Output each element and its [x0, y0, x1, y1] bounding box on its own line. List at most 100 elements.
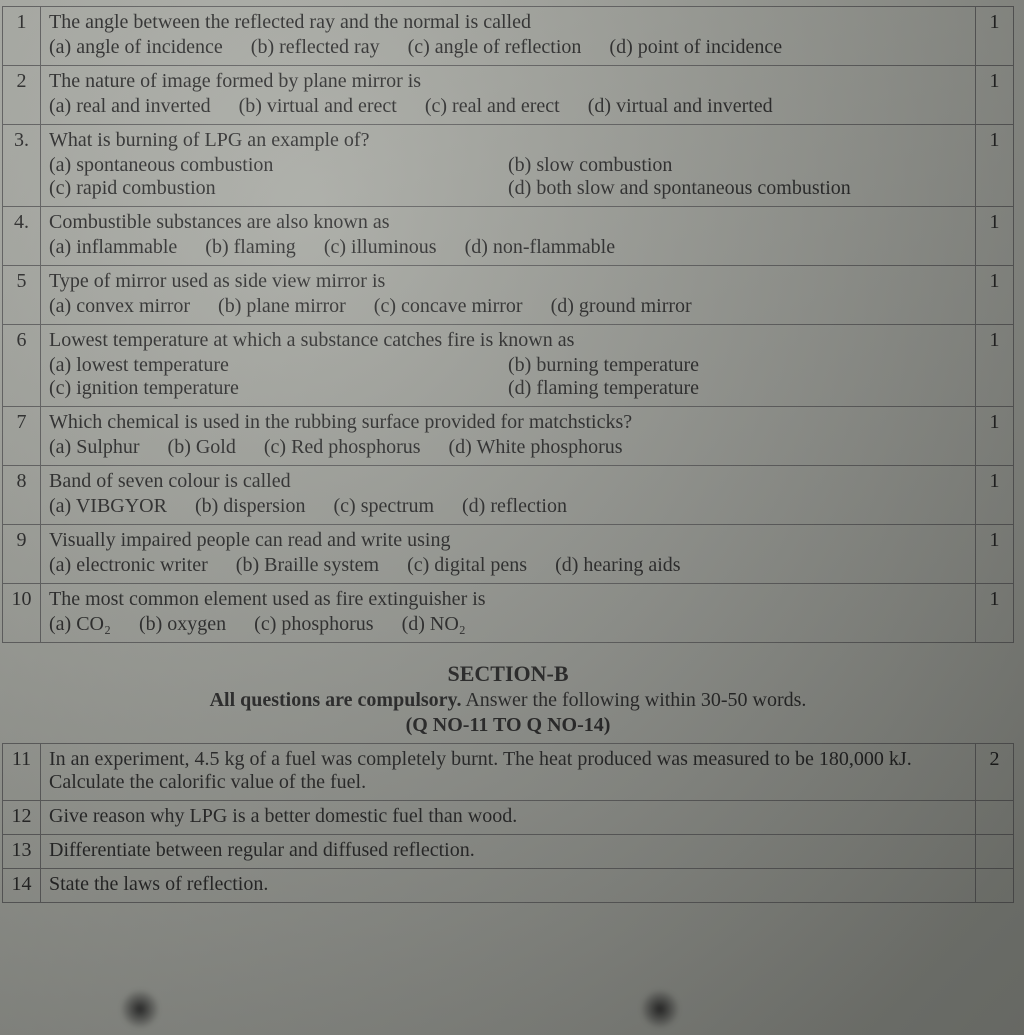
q-option: (c) concave mirror: [374, 295, 523, 318]
q-marks: 1: [976, 407, 1014, 466]
q-marks: 1: [976, 525, 1014, 584]
q-option: (c) real and erect: [425, 95, 560, 118]
q-stem: The angle between the reflected ray and …: [49, 11, 967, 34]
q-marks: [976, 835, 1014, 869]
q-stem: Lowest temperature at which a substance …: [49, 329, 967, 352]
q-options: (a) lowest temperature (c) ignition temp…: [49, 354, 967, 400]
q-marks: 1: [976, 207, 1014, 266]
q-option: (a) VIBGYOR: [49, 495, 167, 518]
table-row: 14 State the laws of reflection.: [3, 869, 1014, 903]
q-option: (d) NO₂: [402, 613, 466, 636]
q-marks: 1: [976, 584, 1014, 643]
q-cell: The nature of image formed by plane mirr…: [41, 66, 976, 125]
q-marks: 1: [976, 7, 1014, 66]
q-marks: [976, 801, 1014, 835]
section-b-table: 11 In an experiment, 4.5 kg of a fuel wa…: [2, 743, 1014, 903]
q-number: 14: [3, 869, 41, 903]
q-cell: Band of seven colour is called (a) VIBGY…: [41, 466, 976, 525]
q-number: 8: [3, 466, 41, 525]
table-row: 12 Give reason why LPG is a better domes…: [3, 801, 1014, 835]
table-row: 6 Lowest temperature at which a substanc…: [3, 325, 1014, 407]
q-cell: Type of mirror used as side view mirror …: [41, 266, 976, 325]
q-stem: Combustible substances are also known as: [49, 211, 967, 234]
section-b-range: (Q NO-11 TO Q NO-14): [2, 714, 1014, 737]
q-option: (d) point of incidence: [609, 36, 782, 59]
q-option: (d) hearing aids: [555, 554, 681, 577]
q-stem: The most common element used as fire ext…: [49, 588, 967, 611]
q-marks: 1: [976, 266, 1014, 325]
exam-page: 1 The angle between the reflected ray an…: [0, 0, 1024, 1035]
q-option: (b) Gold: [168, 436, 236, 459]
q-option: (a) lowest temperature: [49, 354, 508, 377]
q-option: (b) plane mirror: [218, 295, 346, 318]
q-option: (c) ignition temperature: [49, 377, 508, 400]
q-stem: Visually impaired people can read and wr…: [49, 529, 967, 552]
q-options: (a) VIBGYOR (b) dispersion (c) spectrum …: [49, 495, 967, 518]
table-row: 1 The angle between the reflected ray an…: [3, 7, 1014, 66]
q-options: (a) inflammable (b) flaming (c) illumino…: [49, 236, 967, 259]
thumb-smudge-icon: [640, 989, 680, 1029]
q-option: (d) ground mirror: [551, 295, 692, 318]
q-option: (a) electronic writer: [49, 554, 208, 577]
q-options: (a) real and inverted (b) virtual and er…: [49, 95, 967, 118]
q-option: (b) reflected ray: [251, 36, 380, 59]
q-option: (a) convex mirror: [49, 295, 190, 318]
q-number: 9: [3, 525, 41, 584]
q-option: (b) dispersion: [195, 495, 306, 518]
q-text: Differentiate between regular and diffus…: [41, 835, 976, 869]
q-option: (c) angle of reflection: [408, 36, 582, 59]
section-b-instr-bold: All questions are compulsory.: [210, 689, 462, 711]
section-b-title: SECTION-B: [2, 661, 1014, 687]
q-option: (b) slow combustion: [508, 154, 967, 177]
q-option: (d) White phosphorus: [449, 436, 623, 459]
q-text: In an experiment, 4.5 kg of a fuel was c…: [41, 744, 976, 801]
q-option: (c) phosphorus: [254, 613, 373, 636]
q-number: 11: [3, 744, 41, 801]
q-number: 10: [3, 584, 41, 643]
q-text: Give reason why LPG is a better domestic…: [41, 801, 976, 835]
q-cell: The angle between the reflected ray and …: [41, 7, 976, 66]
q-option: (d) flaming temperature: [508, 377, 967, 400]
q-marks: 1: [976, 466, 1014, 525]
q-cell: Which chemical is used in the rubbing su…: [41, 407, 976, 466]
q-stem: Which chemical is used in the rubbing su…: [49, 411, 967, 434]
section-b-instr-rest: Answer the following within 30-50 words.: [461, 689, 806, 711]
q-number: 13: [3, 835, 41, 869]
q-stem: The nature of image formed by plane mirr…: [49, 70, 967, 93]
q-options: (a) Sulphur (b) Gold (c) Red phosphorus …: [49, 436, 967, 459]
q-cell: Lowest temperature at which a substance …: [41, 325, 976, 407]
section-b-instructions: All questions are compulsory. Answer the…: [2, 689, 1014, 712]
table-row: 13 Differentiate between regular and dif…: [3, 835, 1014, 869]
q-text: State the laws of reflection.: [41, 869, 976, 903]
q-option: (d) both slow and spontaneous combustion: [508, 177, 967, 200]
q-number: 4.: [3, 207, 41, 266]
table-row: 7 Which chemical is used in the rubbing …: [3, 407, 1014, 466]
q-number: 7: [3, 407, 41, 466]
q-option: (d) non-flammable: [465, 236, 616, 259]
q-cell: Visually impaired people can read and wr…: [41, 525, 976, 584]
q-option: (a) real and inverted: [49, 95, 211, 118]
q-marks: 1: [976, 125, 1014, 207]
q-marks: 1: [976, 325, 1014, 407]
q-option: (a) Sulphur: [49, 436, 140, 459]
q-option: (c) digital pens: [407, 554, 527, 577]
q-number: 12: [3, 801, 41, 835]
table-row: 2 The nature of image formed by plane mi…: [3, 66, 1014, 125]
q-option: (c) illuminous: [324, 236, 437, 259]
q-number: 3.: [3, 125, 41, 207]
q-marks: [976, 869, 1014, 903]
q-option: (b) burning temperature: [508, 354, 967, 377]
q-stem: Band of seven colour is called: [49, 470, 967, 493]
q-stem: Type of mirror used as side view mirror …: [49, 270, 967, 293]
q-option: (a) inflammable: [49, 236, 177, 259]
q-marks: 1: [976, 66, 1014, 125]
q-option: (c) spectrum: [334, 495, 435, 518]
q-cell: What is burning of LPG an example of? (a…: [41, 125, 976, 207]
q-number: 5: [3, 266, 41, 325]
q-options: (a) CO₂ (b) oxygen (c) phosphorus (d) NO…: [49, 613, 967, 636]
table-row: 9 Visually impaired people can read and …: [3, 525, 1014, 584]
q-option: (a) CO₂: [49, 613, 111, 636]
q-option: (c) rapid combustion: [49, 177, 508, 200]
table-row: 8 Band of seven colour is called (a) VIB…: [3, 466, 1014, 525]
q-stem: What is burning of LPG an example of?: [49, 129, 967, 152]
